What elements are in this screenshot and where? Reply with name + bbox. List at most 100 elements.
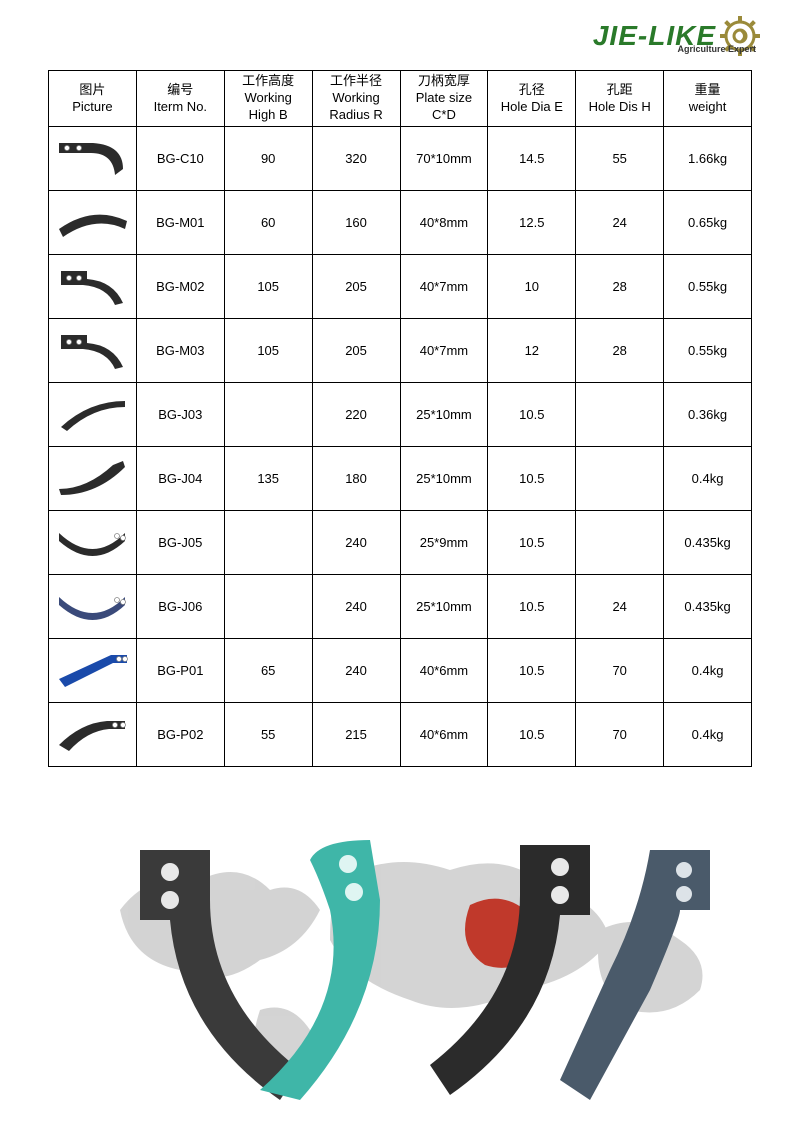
working-radius: 320: [312, 127, 400, 191]
item-no: BG-C10: [136, 127, 224, 191]
weight: 1.66kg: [664, 127, 752, 191]
table-row: BG-P016524040*6mm10.5700.4kg: [49, 639, 752, 703]
product-picture: [49, 511, 137, 575]
product-picture: [49, 639, 137, 703]
table-header: 图片Picture编号Iterm No.工作高度WorkingHigh B工作半…: [49, 71, 752, 127]
item-no: BG-J06: [136, 575, 224, 639]
col-header: 工作半径WorkingRadius R: [312, 71, 400, 127]
weight: 0.65kg: [664, 191, 752, 255]
hole-dis: 55: [576, 127, 664, 191]
table-row: BG-C109032070*10mm14.5551.66kg: [49, 127, 752, 191]
col-header: 重量weight: [664, 71, 752, 127]
item-no: BG-M01: [136, 191, 224, 255]
plate-size: 40*7mm: [400, 319, 488, 383]
working-radius: 205: [312, 319, 400, 383]
plate-size: 40*6mm: [400, 703, 488, 767]
working-high: [224, 383, 312, 447]
plate-size: 25*9mm: [400, 511, 488, 575]
working-high: 135: [224, 447, 312, 511]
plate-size: 25*10mm: [400, 383, 488, 447]
hole-dis: 28: [576, 255, 664, 319]
hole-dis: 24: [576, 575, 664, 639]
working-radius: 160: [312, 191, 400, 255]
product-picture: [49, 319, 137, 383]
plate-size: 40*7mm: [400, 255, 488, 319]
working-radius: 180: [312, 447, 400, 511]
working-high: 105: [224, 255, 312, 319]
product-picture: [49, 703, 137, 767]
hole-dia: 10: [488, 255, 576, 319]
working-high: 55: [224, 703, 312, 767]
working-radius: 240: [312, 639, 400, 703]
col-header: 工作高度WorkingHigh B: [224, 71, 312, 127]
item-no: BG-J04: [136, 447, 224, 511]
item-no: BG-M02: [136, 255, 224, 319]
col-header: 刀柄宽厚Plate sizeC*D: [400, 71, 488, 127]
working-high: [224, 511, 312, 575]
hole-dis: [576, 383, 664, 447]
item-no: BG-P01: [136, 639, 224, 703]
table-body: BG-C109032070*10mm14.5551.66kgBG-M016016…: [49, 127, 752, 767]
hole-dia: 14.5: [488, 127, 576, 191]
weight: 0.36kg: [664, 383, 752, 447]
item-no: BG-J03: [136, 383, 224, 447]
col-header: 孔距Hole Dis H: [576, 71, 664, 127]
plate-size: 25*10mm: [400, 447, 488, 511]
hole-dia: 10.5: [488, 511, 576, 575]
table-row: BG-M0310520540*7mm12280.55kg: [49, 319, 752, 383]
table-row: BG-M0210520540*7mm10280.55kg: [49, 255, 752, 319]
hole-dis: [576, 447, 664, 511]
working-high: 105: [224, 319, 312, 383]
table-row: BG-J03 22025*10mm10.5 0.36kg: [49, 383, 752, 447]
hole-dis: 24: [576, 191, 664, 255]
working-radius: 240: [312, 511, 400, 575]
product-picture: [49, 447, 137, 511]
weight: 0.55kg: [664, 255, 752, 319]
hero-illustration: [0, 790, 800, 1120]
table-row: BG-J06 24025*10mm10.5240.435kg: [49, 575, 752, 639]
brand-tagline: Agriculture Expert: [677, 44, 756, 54]
working-radius: 240: [312, 575, 400, 639]
weight: 0.435kg: [664, 575, 752, 639]
plate-size: 40*8mm: [400, 191, 488, 255]
working-high: 60: [224, 191, 312, 255]
product-picture: [49, 383, 137, 447]
hole-dia: 10.5: [488, 703, 576, 767]
hole-dis: [576, 511, 664, 575]
working-radius: 215: [312, 703, 400, 767]
hole-dia: 10.5: [488, 383, 576, 447]
weight: 0.435kg: [664, 511, 752, 575]
table-row: BG-M016016040*8mm12.5240.65kg: [49, 191, 752, 255]
hole-dia: 10.5: [488, 447, 576, 511]
plate-size: 40*6mm: [400, 639, 488, 703]
hole-dia: 10.5: [488, 575, 576, 639]
table-row: BG-J0413518025*10mm10.5 0.4kg: [49, 447, 752, 511]
col-header: 孔径Hole Dia E: [488, 71, 576, 127]
weight: 0.4kg: [664, 703, 752, 767]
hole-dis: 70: [576, 703, 664, 767]
table-row: BG-J05 24025*9mm10.5 0.435kg: [49, 511, 752, 575]
working-high: [224, 575, 312, 639]
table-row: BG-P025521540*6mm10.5700.4kg: [49, 703, 752, 767]
working-high: 65: [224, 639, 312, 703]
hole-dis: 70: [576, 639, 664, 703]
product-picture: [49, 255, 137, 319]
item-no: BG-J05: [136, 511, 224, 575]
weight: 0.4kg: [664, 447, 752, 511]
product-picture: [49, 191, 137, 255]
col-header: 编号Iterm No.: [136, 71, 224, 127]
weight: 0.4kg: [664, 639, 752, 703]
working-radius: 205: [312, 255, 400, 319]
spec-table: 图片Picture编号Iterm No.工作高度WorkingHigh B工作半…: [48, 70, 752, 767]
working-high: 90: [224, 127, 312, 191]
plate-size: 70*10mm: [400, 127, 488, 191]
col-header: 图片Picture: [49, 71, 137, 127]
plate-size: 25*10mm: [400, 575, 488, 639]
hole-dia: 12: [488, 319, 576, 383]
item-no: BG-P02: [136, 703, 224, 767]
hole-dis: 28: [576, 319, 664, 383]
weight: 0.55kg: [664, 319, 752, 383]
spec-table-container: 图片Picture编号Iterm No.工作高度WorkingHigh B工作半…: [48, 70, 752, 767]
working-radius: 220: [312, 383, 400, 447]
item-no: BG-M03: [136, 319, 224, 383]
